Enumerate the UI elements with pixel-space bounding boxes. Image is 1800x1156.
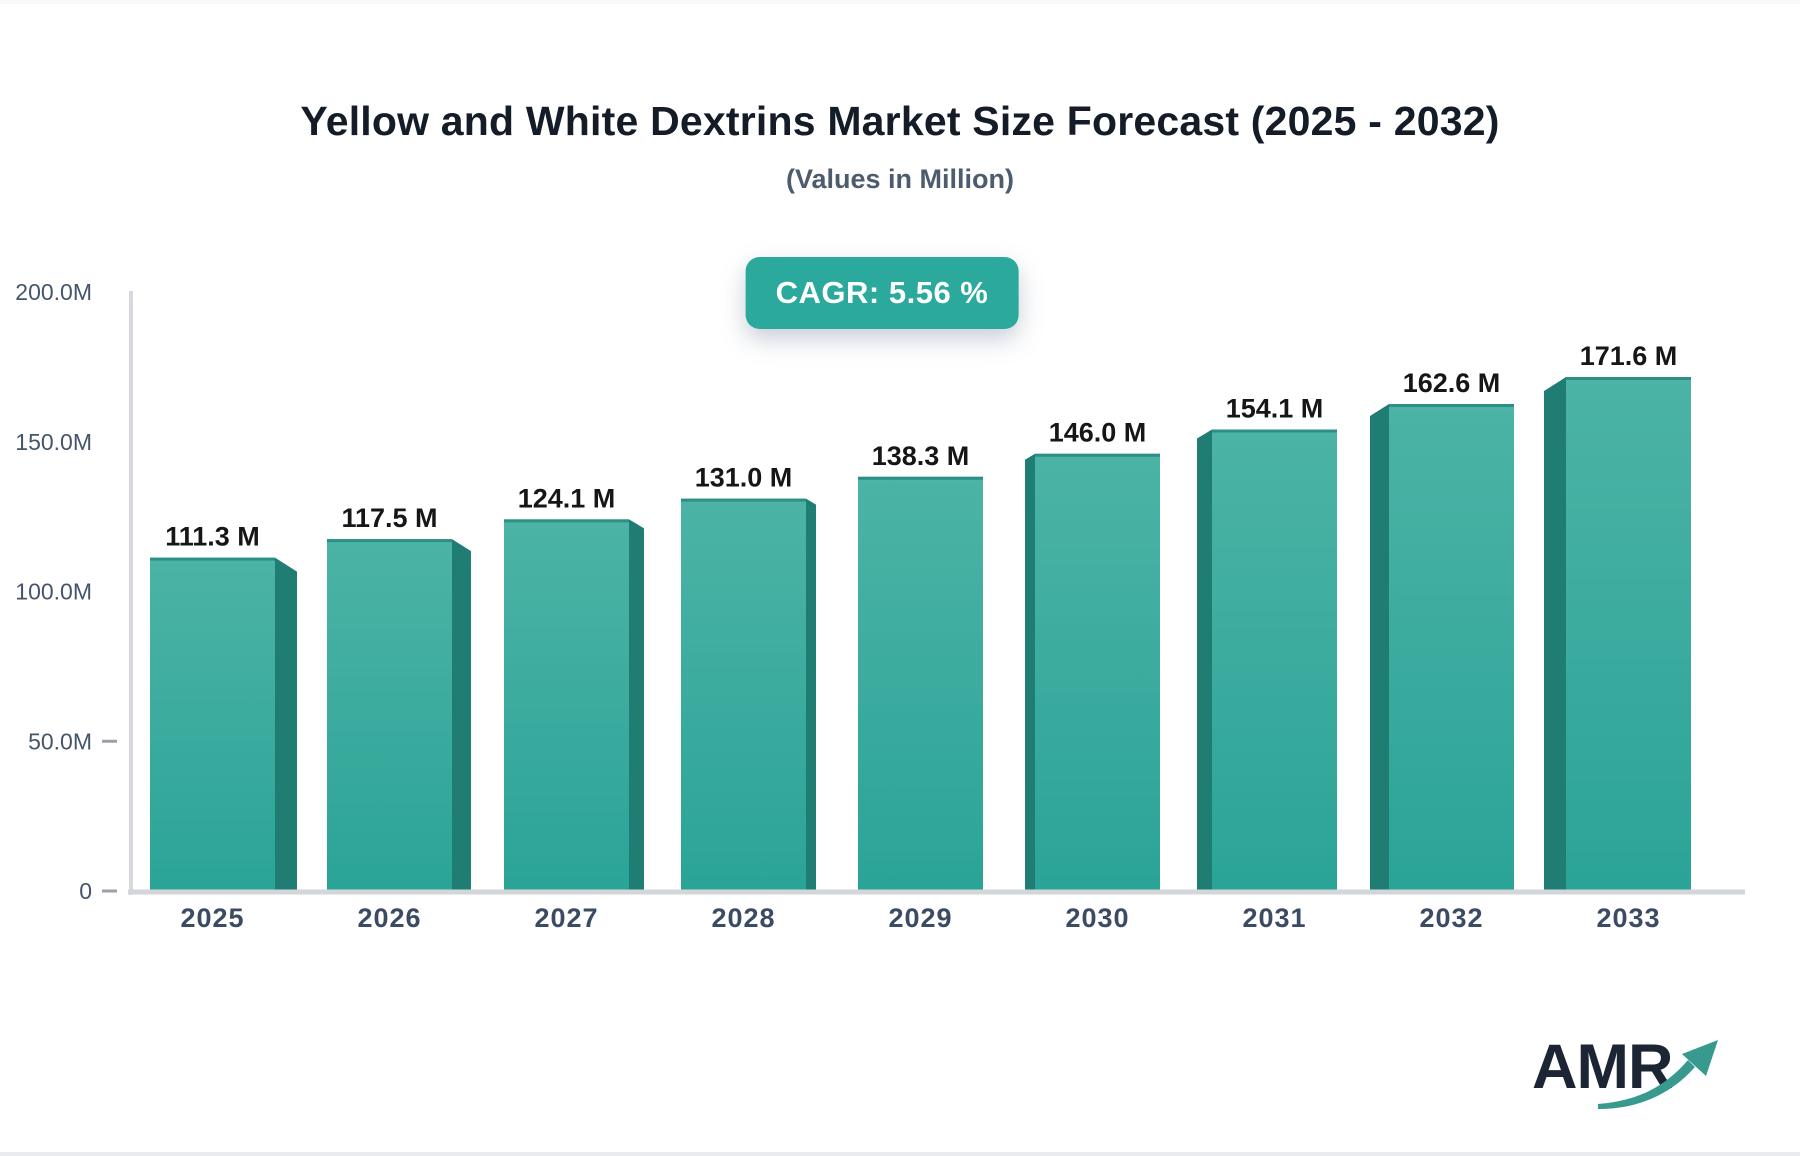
bar-front-face bbox=[1566, 377, 1691, 893]
y-axis-label: 100.0M bbox=[15, 579, 92, 605]
bar-side-face bbox=[1370, 404, 1389, 892]
x-axis-line bbox=[128, 889, 1745, 895]
bar-value-label: 171.6 M bbox=[1580, 341, 1678, 371]
x-axis-label: 2032 bbox=[1419, 903, 1483, 933]
bar-front-face bbox=[681, 498, 806, 892]
x-axis-label: 2028 bbox=[711, 903, 775, 933]
x-axis-label: 2033 bbox=[1596, 903, 1660, 933]
x-axis-label: 2031 bbox=[1242, 903, 1306, 933]
y-axis-line bbox=[129, 291, 133, 895]
x-axis-label: 2027 bbox=[534, 903, 598, 933]
x-axis-label: 2030 bbox=[1065, 903, 1129, 933]
bar-side-face bbox=[629, 519, 644, 892]
y-axis-label: 50.0M bbox=[28, 728, 92, 754]
bar-side-face bbox=[806, 498, 816, 892]
bar-front-face bbox=[327, 539, 452, 892]
bar-2028: 131.0 M 2028 bbox=[681, 463, 816, 933]
y-axis-label: 0 bbox=[79, 878, 92, 904]
amr-logo: AMR bbox=[1532, 1034, 1732, 1124]
bar-front-face bbox=[504, 519, 629, 892]
bar-front-face bbox=[150, 557, 275, 892]
logo-text: AMR bbox=[1532, 1032, 1673, 1102]
bar-value-label: 124.1 M bbox=[518, 483, 616, 513]
bar-2031: 154.1 M 2031 bbox=[1197, 393, 1337, 933]
bar-chart: 200.0M 150.0M 100.0M 50.0M 0 111.3 M 2025 117.5… bbox=[0, 4, 1800, 1152]
cagr-badge: CAGR: 5.56 % bbox=[745, 257, 1019, 329]
bar-value-label: 162.6 M bbox=[1403, 368, 1501, 398]
bar-2030: 146.0 M 2030 bbox=[1025, 418, 1160, 933]
bar-2032: 162.6 M 2032 bbox=[1370, 368, 1514, 933]
y-axis-label: 150.0M bbox=[15, 429, 92, 455]
chart-title: Yellow and White Dextrins Market Size Fo… bbox=[300, 98, 1500, 144]
bar-value-label: 138.3 M bbox=[872, 441, 970, 471]
x-axis-label: 2026 bbox=[357, 903, 421, 933]
bar-value-label: 154.1 M bbox=[1226, 393, 1324, 423]
bar-side-face bbox=[1197, 429, 1212, 892]
bar-side-face bbox=[452, 539, 471, 892]
y-axis-label: 200.0M bbox=[15, 279, 92, 305]
x-axis-label: 2029 bbox=[888, 903, 952, 933]
growth-arrow-icon bbox=[1598, 1040, 1718, 1109]
bar-2033: 171.6 M 2033 bbox=[1544, 341, 1691, 933]
bar-value-label: 117.5 M bbox=[341, 503, 437, 533]
bar-front-face bbox=[1389, 404, 1514, 892]
bar-value-label: 131.0 M bbox=[695, 463, 793, 493]
bar-front-face bbox=[1035, 453, 1160, 892]
bar-front-face bbox=[858, 476, 983, 892]
x-axis-label: 2025 bbox=[180, 903, 244, 933]
y-axis-tick bbox=[102, 739, 117, 743]
bar-value-label: 146.0 M bbox=[1049, 418, 1147, 448]
bar-value-label: 111.3 M bbox=[165, 522, 260, 552]
y-axis-tick bbox=[102, 889, 117, 893]
bar-side-face bbox=[1544, 377, 1566, 893]
bar-2026: 117.5 M 2026 bbox=[327, 503, 471, 933]
bar-2029: 138.3 M 2029 bbox=[858, 441, 983, 933]
chart-subtitle: (Values in Million) bbox=[785, 164, 1015, 194]
bar-2025: 111.3 M 2025 bbox=[150, 522, 297, 933]
bar-side-face bbox=[275, 557, 297, 892]
bar-2027: 124.1 M 2027 bbox=[504, 483, 644, 933]
bar-side-face bbox=[1025, 453, 1035, 892]
bar-front-face bbox=[1212, 429, 1337, 892]
